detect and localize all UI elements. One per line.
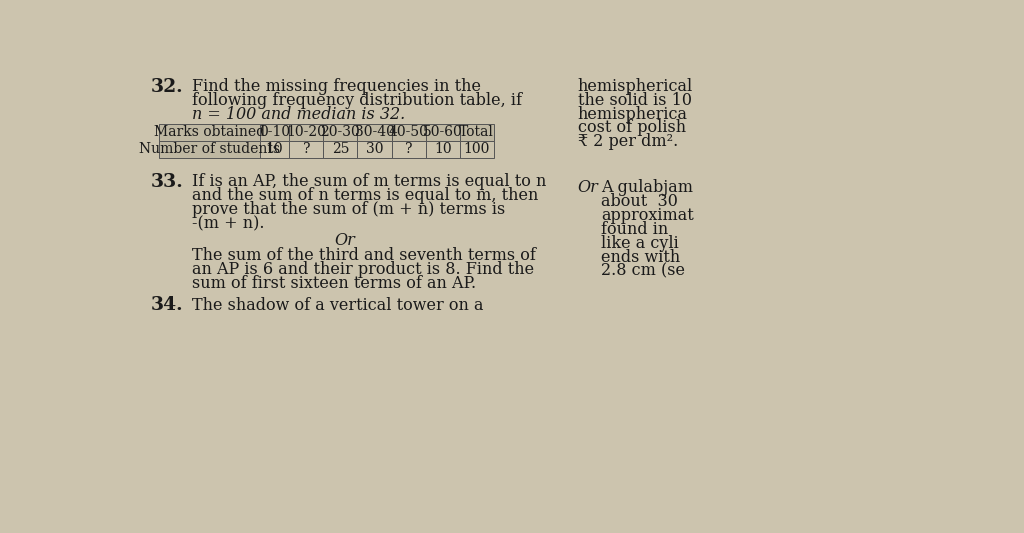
Text: hemispherical: hemispherical xyxy=(578,78,693,95)
Bar xyxy=(260,124,289,141)
Text: prove that the sum of (m + n) terms is: prove that the sum of (m + n) terms is xyxy=(191,201,505,218)
Bar xyxy=(289,124,324,141)
Text: 25: 25 xyxy=(332,142,349,156)
Text: 34.: 34. xyxy=(152,296,184,314)
Text: the solid is 10: the solid is 10 xyxy=(578,92,691,109)
Bar xyxy=(357,141,391,158)
Bar xyxy=(357,124,391,141)
Text: 0-10: 0-10 xyxy=(259,125,290,140)
Bar xyxy=(159,141,260,158)
Text: Marks obtained: Marks obtained xyxy=(154,125,265,140)
Text: 10: 10 xyxy=(434,142,452,156)
Text: following frequency distribution table, if: following frequency distribution table, … xyxy=(191,92,521,109)
Bar xyxy=(460,124,494,141)
Text: 40-50: 40-50 xyxy=(389,125,428,140)
Text: an AP is 6 and their product is 8. Find the: an AP is 6 and their product is 8. Find … xyxy=(191,261,534,278)
Text: ?: ? xyxy=(302,142,310,156)
Text: A gulabjam: A gulabjam xyxy=(601,180,693,197)
Text: 10: 10 xyxy=(265,142,284,156)
Text: Or: Or xyxy=(335,232,355,249)
Text: If is an AP, the sum of m terms is equal to n: If is an AP, the sum of m terms is equal… xyxy=(191,173,546,190)
Text: The shadow of a vertical tower on a: The shadow of a vertical tower on a xyxy=(191,296,483,313)
Text: Or: Or xyxy=(578,180,598,197)
Bar xyxy=(159,124,260,141)
Bar xyxy=(391,141,426,158)
Text: hemispherica: hemispherica xyxy=(578,106,687,123)
Text: 30-40: 30-40 xyxy=(354,125,394,140)
Text: Total: Total xyxy=(460,125,495,140)
Text: 2.8 cm (se: 2.8 cm (se xyxy=(601,263,685,280)
Text: 20-30: 20-30 xyxy=(321,125,360,140)
Text: cost of polish: cost of polish xyxy=(578,119,686,136)
Bar xyxy=(426,124,460,141)
Text: ?: ? xyxy=(404,142,413,156)
Bar xyxy=(460,141,494,158)
Text: 10-20: 10-20 xyxy=(287,125,327,140)
Text: Find the missing frequencies in the: Find the missing frequencies in the xyxy=(191,78,480,95)
Text: Number of students: Number of students xyxy=(139,142,280,156)
Text: 50-60: 50-60 xyxy=(423,125,463,140)
Text: and the sum of n terms is equal to m, then: and the sum of n terms is equal to m, th… xyxy=(191,187,538,204)
Text: about  30: about 30 xyxy=(601,193,678,211)
Text: -(m + n).: -(m + n). xyxy=(191,215,264,232)
Text: 32.: 32. xyxy=(152,78,184,96)
Bar xyxy=(324,141,357,158)
Bar xyxy=(260,141,289,158)
Bar xyxy=(391,124,426,141)
Text: 100: 100 xyxy=(464,142,489,156)
Text: ends with: ends with xyxy=(601,249,680,266)
Text: The sum of the third and seventh terms of: The sum of the third and seventh terms o… xyxy=(191,247,536,264)
Bar xyxy=(289,141,324,158)
Text: 30: 30 xyxy=(366,142,383,156)
Bar xyxy=(324,124,357,141)
Text: approximat: approximat xyxy=(601,207,693,224)
Bar xyxy=(426,141,460,158)
Text: n = 100 and median is 32.: n = 100 and median is 32. xyxy=(191,106,404,123)
Text: like a cyli: like a cyli xyxy=(601,235,679,252)
Text: sum of first sixteen terms of an AP.: sum of first sixteen terms of an AP. xyxy=(191,275,476,292)
Text: ₹ 2 per dm².: ₹ 2 per dm². xyxy=(578,133,678,150)
Text: 33.: 33. xyxy=(152,173,184,191)
Text: found in: found in xyxy=(601,221,668,238)
